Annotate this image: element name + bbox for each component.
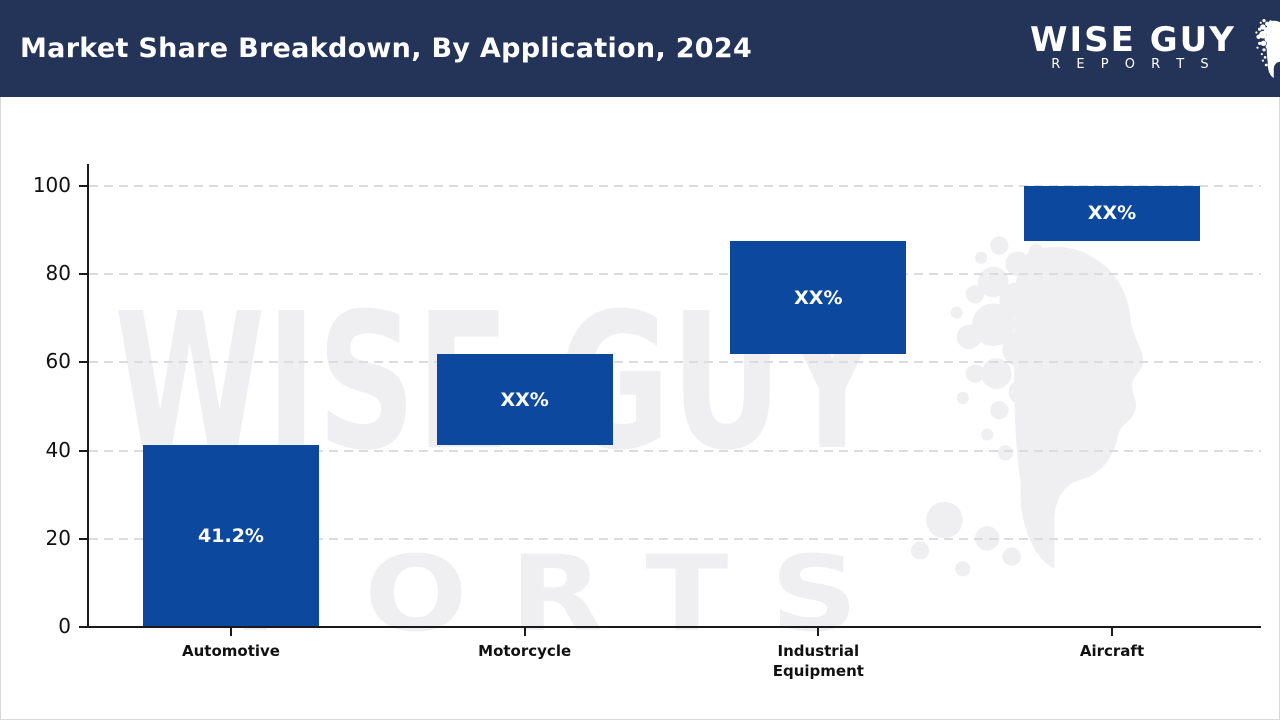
y-tick-label: 60: [45, 349, 71, 374]
gridline-y20: [89, 537, 1261, 540]
gridline-y40: [89, 449, 1261, 452]
x-tickmark: [1111, 628, 1113, 636]
bar-value-label: 41.2%: [198, 525, 264, 548]
gridline-y80: [89, 273, 1261, 276]
header-bar: Market Share Breakdown, By Application, …: [0, 0, 1280, 97]
y-tick-label: 80: [45, 261, 71, 286]
wiseguy-logo: WISE GUY R E P O R T S: [1030, 0, 1280, 97]
y-tickmark: [79, 273, 87, 276]
x-tick-label: Automotive: [182, 642, 280, 660]
head-profile-icon: [1255, 18, 1280, 78]
gridline-y100: [89, 185, 1261, 187]
bar-industrial-equipment: XX%: [730, 240, 907, 355]
x-tick-label: Aircraft: [1079, 642, 1145, 660]
plot-area: 41.2% Automotive XX% Motorcycle XX% Industria…: [1, 97, 1279, 719]
x-tick-label: Industrial Equipment: [772, 642, 864, 681]
x-axis-line: [87, 626, 1261, 628]
logo-wordmark: WISE GUY: [1030, 20, 1236, 61]
bar-value-label: XX%: [794, 286, 843, 309]
y-tickmark: [79, 537, 87, 540]
page-title: Market Share Breakdown, By Application, …: [20, 33, 753, 64]
x-tick-label: Motorcycle: [478, 642, 572, 660]
gridline-y60: [89, 361, 1261, 364]
logo-subtitle: R E P O R T S: [1051, 57, 1215, 73]
bar-aircraft: XX%: [1024, 186, 1200, 241]
x-tickmark: [817, 628, 820, 636]
y-tickmark: [79, 185, 87, 187]
chart-panel: WISE GUY P O R T S 41.2% Automotive XX% Mot…: [0, 97, 1280, 720]
y-tickmark: [79, 361, 87, 364]
x-tickmark: [523, 628, 526, 636]
y-tick-label: 100: [32, 173, 71, 197]
y-tickmark: [79, 626, 87, 628]
y-axis-line: [87, 164, 89, 628]
x-tickmark: [230, 628, 232, 636]
y-tick-label: 0: [58, 614, 71, 638]
y-tick-label: 40: [45, 437, 71, 462]
bar-value-label: XX%: [500, 388, 549, 411]
logo-text: WISE GUY R E P O R T S: [1030, 23, 1236, 74]
bar-value-label: XX%: [1087, 202, 1137, 225]
bar-automotive: 41.2%: [143, 445, 319, 627]
y-tickmark: [79, 449, 87, 452]
bar-motorcycle: XX%: [436, 354, 613, 446]
y-tick-label: 20: [45, 525, 71, 550]
